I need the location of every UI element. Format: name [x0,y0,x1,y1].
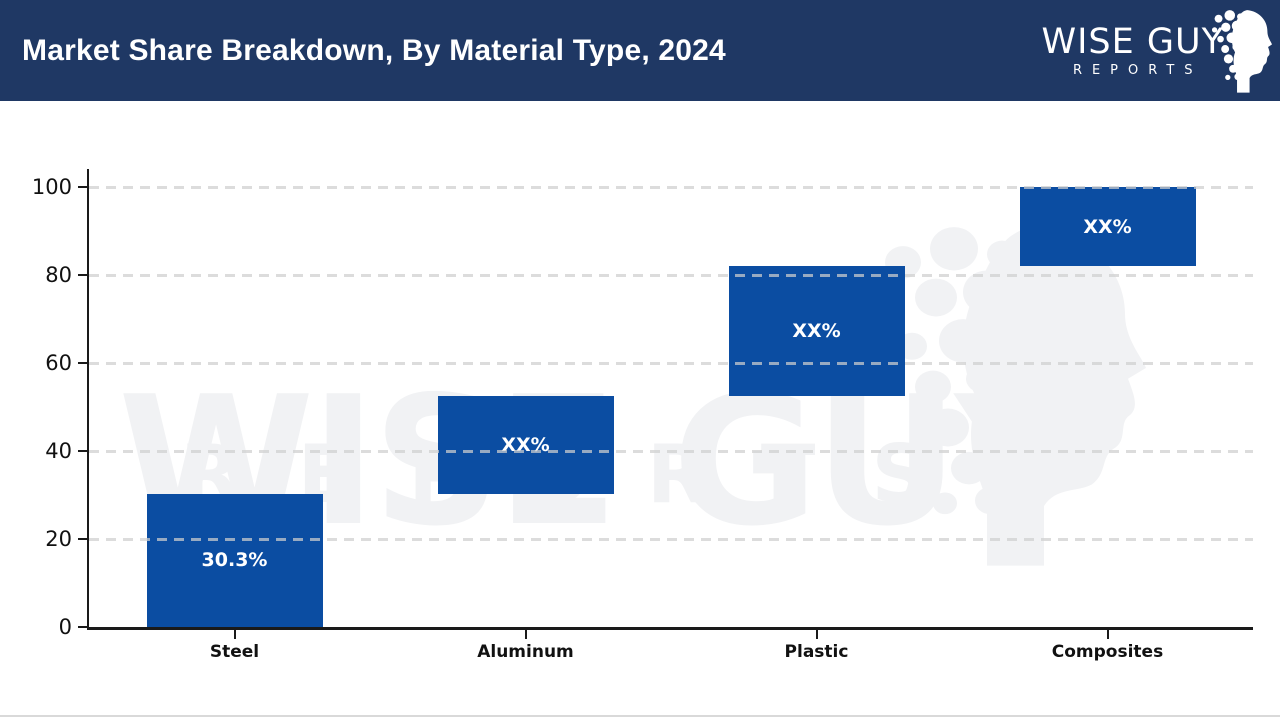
x-tick-label: Aluminum [477,642,574,662]
footer-divider [0,715,1280,717]
y-tick-label: 60 [45,351,72,375]
bar-value-label: XX% [792,320,841,343]
x-tick-label: Plastic [784,642,849,662]
bar-value-label: 30.3% [201,549,268,572]
y-tick-mark [78,274,87,276]
y-tick-label: 40 [45,439,72,463]
header-bar: Market Share Breakdown, By Material Type… [0,0,1280,101]
y-gridline [89,362,1253,365]
y-tick-mark [78,186,87,188]
y-tick-mark [78,450,87,452]
logo-text: WISE GUY REPORTS [1041,22,1224,78]
watermark-head-icon [873,227,1146,566]
y-tick-label: 20 [45,527,72,551]
y-axis-line [87,169,89,630]
x-tick-mark [233,630,236,639]
chart-canvas: WISE GUY REPORTS 02040608010030.3%SteelX… [0,101,1280,720]
bar-plastic: XX% [728,266,905,396]
logo-wordmark: WISE GUY [1041,22,1224,62]
x-tick-label: Composites [1051,642,1164,662]
x-tick-mark [1106,630,1109,639]
y-tick-label: 0 [58,615,72,639]
logo-subtitle: REPORTS [1072,63,1203,78]
y-tick-mark [78,538,87,540]
x-tick-mark [815,630,818,639]
x-tick-label: Steel [209,642,260,662]
y-tick-label: 80 [45,263,72,287]
y-tick-mark [78,626,87,628]
page-title: Market Share Breakdown, By Material Type… [22,33,726,67]
y-gridline [89,186,1253,189]
wiseguy-logo: WISE GUY REPORTS [1041,4,1274,98]
bar-steel: 30.3% [146,493,323,627]
wiseguy-head-icon [1211,10,1273,93]
x-tick-mark [524,630,527,639]
bar-composites: XX% [1019,187,1196,267]
bar-aluminum: XX% [437,396,614,494]
bar-value-label: XX% [1083,215,1132,238]
y-tick-label: 100 [31,175,72,199]
y-gridline [89,450,1253,453]
y-gridline [89,538,1253,541]
y-gridline [89,274,1253,277]
y-tick-mark [78,362,87,364]
x-axis-line [87,627,1253,630]
